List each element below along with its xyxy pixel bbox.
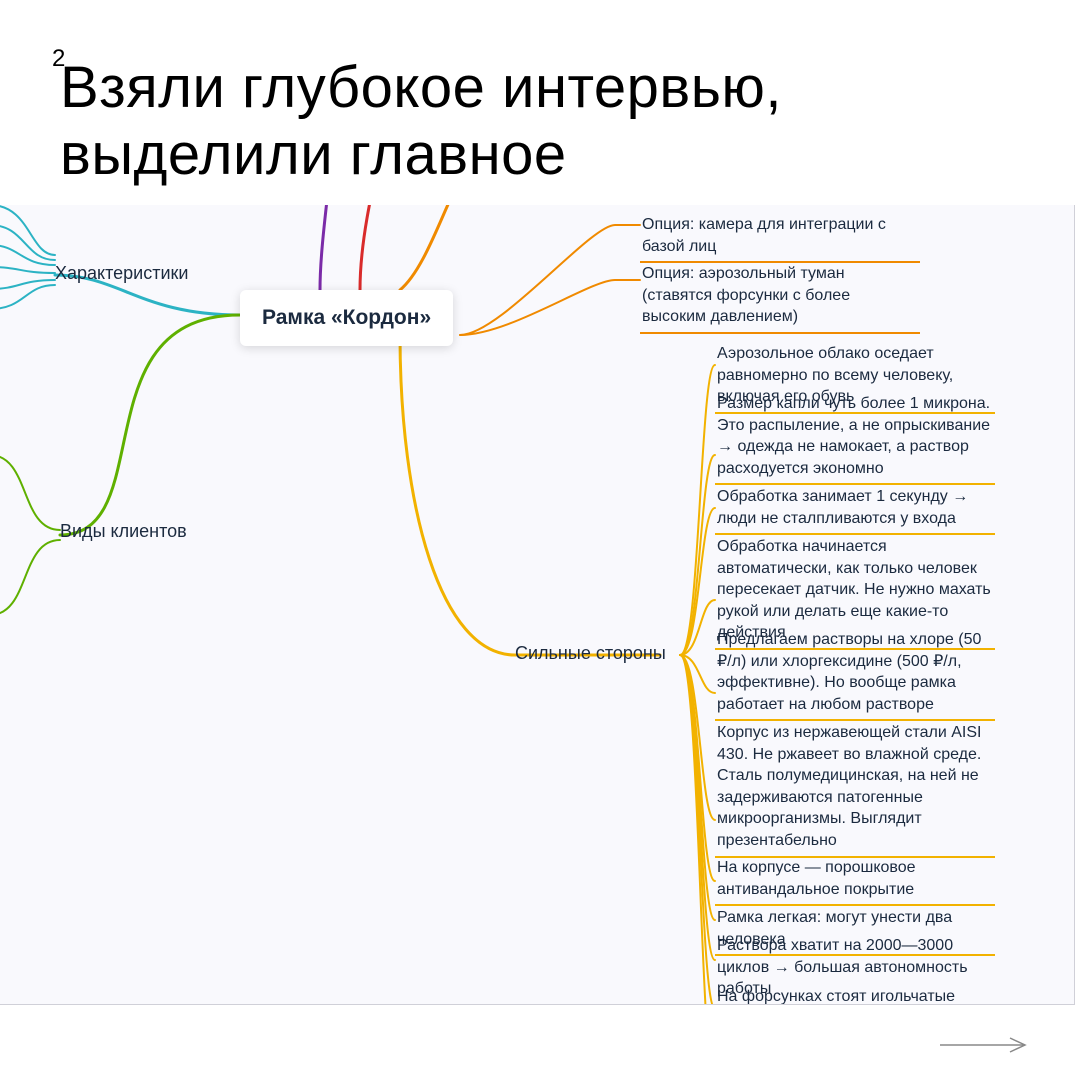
center-node: Рамка «Кордон»	[240, 290, 453, 346]
strength-leaf-6: На корпусе — порошковое антивандальное п…	[715, 851, 995, 906]
next-arrow-icon	[940, 1035, 1030, 1055]
strength-leaf-2: Обработка занимает 1 секунду → люди не с…	[715, 480, 995, 535]
strength-leaf-1: Размер капли чуть более 1 микрона. Это р…	[715, 387, 995, 485]
mindmap-canvas: Рамка «Кордон» Характеристики Виды клиент…	[0, 205, 1075, 1005]
strength-leaf-4: Предлагаем растворы на хлоре (50 ₽/л) ил…	[715, 623, 995, 721]
slide: 2 Взяли глубокое интервью, выделили глав…	[0, 0, 1080, 1080]
strength-leaf-9: На форсунках стоят игольчатые клапаны → …	[715, 980, 995, 1005]
strengths-branch: Сильные стороны	[515, 637, 666, 669]
top-leaf-1: Опция: аэрозольный туман (ставятся форсу…	[640, 257, 920, 334]
strength-leaf-5: Корпус из нержавеющей стали AISI 430. Не…	[715, 716, 995, 858]
page-title: Взяли глубокое интервью, выделили главно…	[60, 55, 1030, 188]
left-branch-1: Виды клиентов	[60, 515, 187, 547]
top-leaf-0: Опция: камера для интеграции с базой лиц	[640, 208, 920, 263]
left-branch-0: Характеристики	[55, 257, 188, 289]
